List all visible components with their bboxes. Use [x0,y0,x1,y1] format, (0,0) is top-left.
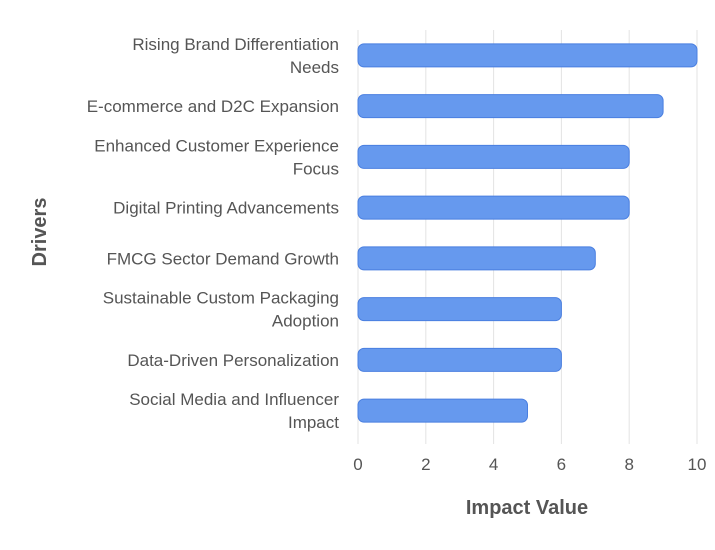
category-label-6: Data-Driven Personalization [127,351,339,370]
x-tick-label-0: 0 [353,455,362,474]
bar-5 [357,297,562,322]
category-label-line: E-commerce and D2C Expansion [87,97,339,116]
gridlines [357,30,698,444]
x-tick-label-10: 10 [688,455,707,474]
bar-6 [357,347,562,372]
bar-2 [357,144,630,169]
category-label-2: Enhanced Customer Experience Focus [94,136,339,178]
category-label-0: Rising Brand Differentiation Needs [132,35,339,77]
category-label-4: FMCG Sector Demand Growth [107,249,339,268]
category-label-line: Needs [290,58,339,77]
x-tick-labels: 0 2 4 6 8 10 [353,455,706,474]
category-label-7: Social Media and Influencer Impact [129,390,339,432]
category-label-line: Digital Printing Advancements [113,199,339,218]
category-label-line: FMCG Sector Demand Growth [107,249,339,268]
category-label-1: E-commerce and D2C Expansion [87,97,339,116]
category-label-line: Enhanced Customer Experience [94,136,339,155]
category-label-line: Focus [293,159,339,178]
x-tick-label-4: 4 [489,455,498,474]
bar-0 [357,43,698,68]
category-label-line: Impact [288,413,339,432]
x-tick-label-6: 6 [557,455,566,474]
bar-3 [357,195,630,220]
x-tick-label-8: 8 [624,455,633,474]
category-label-3: Digital Printing Advancements [113,199,339,218]
category-label-line: Adoption [272,312,339,331]
category-label-5: Sustainable Custom Packaging Adoption [103,289,339,331]
category-label-line: Data-Driven Personalization [127,351,339,370]
x-tick-label-2: 2 [421,455,430,474]
bar-4 [357,246,596,271]
category-label-line: Sustainable Custom Packaging [103,289,339,308]
bar-7 [357,398,528,423]
category-labels: Rising Brand Differentiation Needs E-comme… [87,35,340,432]
x-axis-title: Impact Value [466,497,588,519]
bar-1 [357,94,664,119]
y-axis-title: Drivers [29,198,51,267]
bars [357,43,698,423]
category-label-line: Rising Brand Differentiation [132,35,339,54]
category-label-line: Social Media and Influencer [129,390,339,409]
